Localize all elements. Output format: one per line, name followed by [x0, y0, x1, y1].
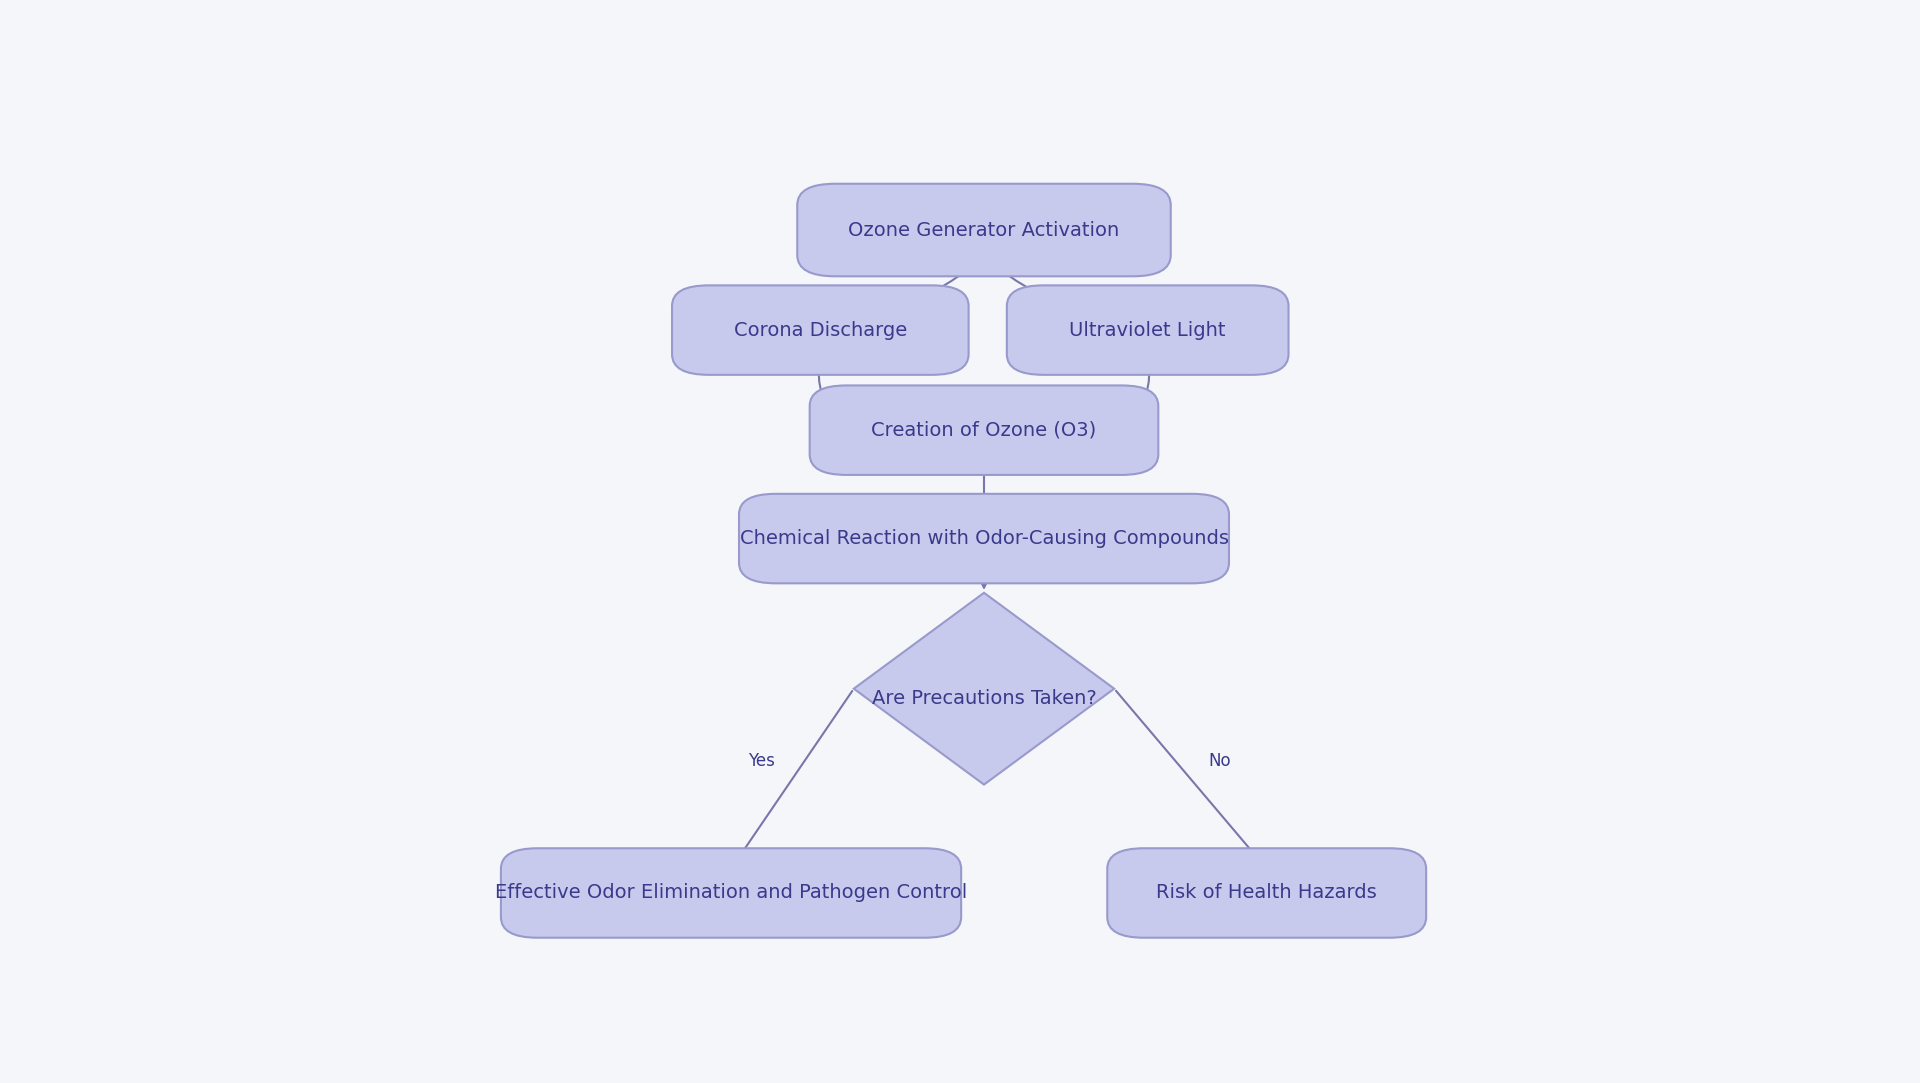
FancyBboxPatch shape — [1006, 285, 1288, 375]
FancyBboxPatch shape — [797, 184, 1171, 276]
Text: Effective Odor Elimination and Pathogen Control: Effective Odor Elimination and Pathogen … — [495, 884, 968, 902]
Text: Ultraviolet Light: Ultraviolet Light — [1069, 321, 1227, 340]
Polygon shape — [854, 592, 1114, 784]
FancyBboxPatch shape — [501, 848, 962, 938]
Text: Corona Discharge: Corona Discharge — [733, 321, 906, 340]
Text: Creation of Ozone (O3): Creation of Ozone (O3) — [872, 420, 1096, 440]
FancyBboxPatch shape — [739, 494, 1229, 584]
Text: Chemical Reaction with Odor-Causing Compounds: Chemical Reaction with Odor-Causing Comp… — [739, 530, 1229, 548]
Text: Yes: Yes — [747, 753, 774, 770]
Text: Are Precautions Taken?: Are Precautions Taken? — [872, 689, 1096, 708]
Text: Ozone Generator Activation: Ozone Generator Activation — [849, 221, 1119, 239]
Text: No: No — [1208, 753, 1231, 770]
FancyBboxPatch shape — [672, 285, 968, 375]
Text: Risk of Health Hazards: Risk of Health Hazards — [1156, 884, 1377, 902]
FancyBboxPatch shape — [810, 386, 1158, 475]
FancyBboxPatch shape — [1108, 848, 1427, 938]
